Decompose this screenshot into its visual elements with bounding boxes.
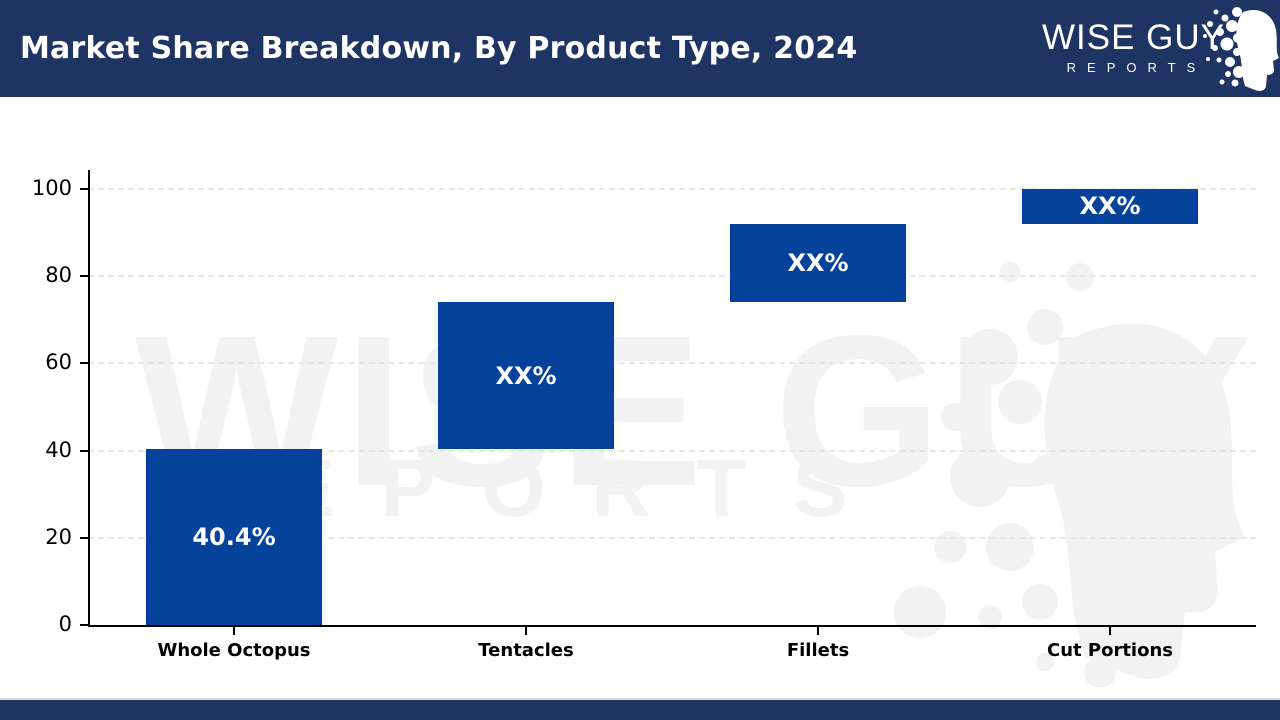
y-tick-mark	[80, 624, 88, 626]
x-tick-label: Whole Octopus	[157, 640, 311, 661]
x-tick-label: Tentacles	[478, 640, 574, 661]
y-tick-mark	[80, 188, 88, 190]
bar-value-label: XX%	[1079, 192, 1141, 221]
bar-value-label: XX%	[495, 361, 557, 390]
x-tick-mark	[525, 627, 527, 635]
x-tick-mark	[1109, 627, 1111, 635]
x-tick-label: Fillets	[786, 640, 850, 661]
watermark-head-graphic	[860, 217, 1260, 692]
gridline	[88, 362, 1256, 365]
y-tick-label: 60	[45, 350, 72, 375]
x-tick-mark	[817, 627, 819, 635]
x-tick-mark	[233, 627, 235, 635]
header-bar: Market Share Breakdown, By Product Type,…	[0, 0, 1280, 97]
gridline	[88, 536, 1256, 539]
y-axis-line	[88, 170, 90, 627]
bar-value-label: XX%	[787, 249, 849, 278]
page-title: Market Share Breakdown, By Product Type,…	[20, 31, 858, 66]
y-tick-mark	[80, 536, 88, 539]
footer-divider	[0, 698, 1280, 700]
y-tick-label: 20	[45, 524, 72, 549]
y-tick-mark	[80, 275, 88, 278]
bar-fillets: XX%	[730, 223, 906, 303]
gridline	[88, 449, 1256, 452]
brand-subtitle: REPORTS	[1066, 60, 1207, 75]
y-tick-mark	[80, 362, 88, 365]
footer-bar	[0, 700, 1280, 720]
head-profile-icon	[1175, 4, 1280, 99]
bar-cut-portions: XX%	[1022, 189, 1198, 224]
x-axis-line	[88, 625, 1256, 627]
y-tick-label: 0	[58, 612, 72, 636]
x-tick-label: Cut Portions	[1047, 640, 1173, 661]
y-tick-label: 80	[45, 263, 72, 288]
bar-tentacles: XX%	[438, 302, 614, 449]
brand-logo: WISE GUY REPORTS	[1030, 0, 1280, 97]
brand-name: WISE GUY	[1041, 18, 1225, 57]
chart-canvas: WISE GUY REPORTS 0 20 40 60 80 100 40.4% Whole …	[0, 97, 1280, 698]
y-tick-label: 100	[31, 176, 72, 200]
bar-value-label: 40.4%	[192, 522, 276, 551]
bar-whole-octopus: 40.4%	[146, 448, 322, 625]
gridline	[88, 275, 1256, 278]
y-tick-label: 40	[45, 437, 72, 462]
y-tick-mark	[80, 449, 88, 452]
gridline	[88, 188, 1256, 190]
brand-logo-text: WISE GUY REPORTS	[1042, 18, 1225, 75]
